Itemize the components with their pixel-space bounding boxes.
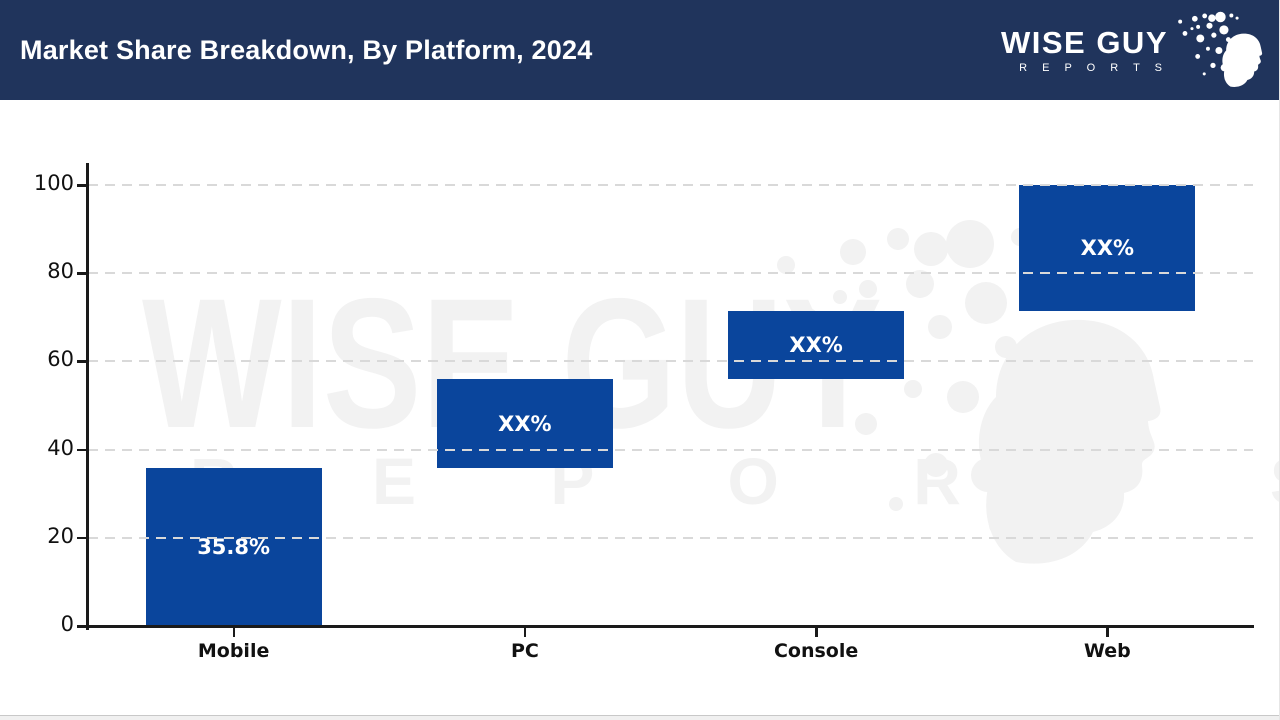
x-tick-pc — [523, 628, 527, 637]
page-title: Market Share Breakdown, By Platform, 202… — [20, 34, 593, 65]
gridline-60 — [88, 360, 1253, 363]
logo-head-icon — [1178, 11, 1263, 87]
bar-mobile: 35.8% — [145, 468, 322, 626]
x-axis-line — [84, 625, 1254, 628]
category-label-pc: PC — [510, 640, 539, 662]
y-tick-20 — [77, 536, 86, 540]
bar-value-label-console: XX% — [789, 333, 843, 358]
x-tick-web — [1106, 628, 1109, 637]
category-label-mobile: Mobile — [197, 640, 270, 662]
bar-web: XX% — [1019, 185, 1196, 312]
bar-console: XX% — [728, 311, 905, 380]
bottom-border — [0, 715, 1279, 720]
y-axis-line — [86, 163, 89, 630]
y-tick-label-40: 40 — [47, 435, 74, 460]
y-tick-80 — [77, 272, 86, 275]
header-bar: Market Share Breakdown, By Platform, 202… — [0, 0, 1279, 100]
bar-pc: XX% — [436, 379, 613, 469]
y-tick-label-100: 100 — [33, 171, 74, 195]
y-tick-label-20: 20 — [47, 523, 74, 548]
logo-subtitle: R E P O R T S — [1019, 61, 1168, 74]
x-tick-mobile — [232, 628, 236, 637]
gridline-80 — [88, 272, 1253, 275]
category-label-console: Console — [773, 640, 859, 662]
y-tick-label-0: 0 — [60, 612, 74, 636]
y-tick-label-60: 60 — [47, 347, 74, 372]
category-label-web: Web — [1083, 640, 1131, 662]
bar-value-label-web: XX% — [1080, 236, 1135, 261]
x-tick-console — [815, 628, 818, 637]
gridline-100 — [88, 184, 1253, 186]
gridline-40 — [88, 448, 1253, 451]
y-tick-0 — [77, 625, 86, 628]
wise-guy-logo: WISE GUY R E P O R T S — [1001, 10, 1266, 91]
y-tick-40 — [77, 448, 86, 452]
gridline-20 — [88, 536, 1253, 539]
logo-wordmark: WISE GUY — [1000, 24, 1168, 60]
bar-value-label-pc: XX% — [498, 411, 552, 436]
y-tick-100 — [77, 184, 86, 187]
y-tick-label-80: 80 — [47, 259, 74, 284]
bar-value-label-mobile: 35.8% — [197, 535, 271, 560]
y-tick-60 — [77, 360, 86, 363]
